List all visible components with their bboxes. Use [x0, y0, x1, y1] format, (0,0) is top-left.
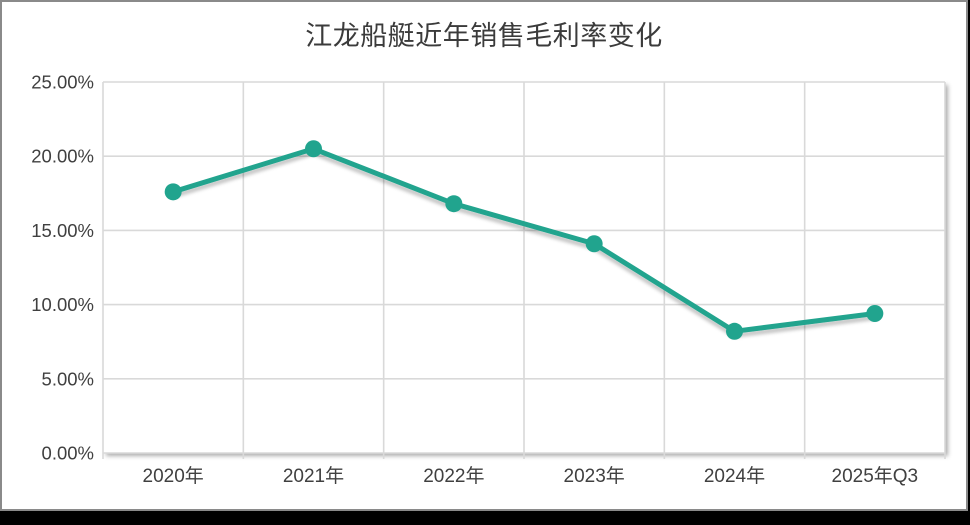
- data-point: [164, 183, 182, 201]
- x-axis-tick-label: 2022年: [423, 465, 484, 487]
- x-axis-tick-label: 2025年Q3: [832, 465, 919, 487]
- data-point: [585, 235, 603, 253]
- y-axis-tick-label: 15.00%: [31, 220, 94, 241]
- line-chart: 0.00% 5.00% 10.00% 15.00% 20.00% 25.00% 2020年 2…: [31, 72, 946, 487]
- data-point: [726, 322, 743, 340]
- x-axis-tick-label: 2021年: [283, 465, 344, 487]
- y-axis-tick-label: 0.00%: [42, 443, 94, 464]
- y-axis-tick-label: 20.00%: [31, 146, 94, 167]
- y-axis-tick-label: 25.00%: [31, 72, 94, 93]
- y-axis-tick-label: 5.00%: [42, 368, 94, 389]
- y-axis-tick-label: 10.00%: [31, 294, 94, 315]
- chart-card: 江龙船艇近年销售毛利率变化 0.00% 5.00% 10.00% 15.00% 20.0…: [0, 0, 968, 511]
- x-axis-tick-label: 2020年: [143, 465, 204, 487]
- data-point: [866, 305, 884, 323]
- data-point: [445, 195, 463, 213]
- chart-title: 江龙船艇近年销售毛利率变化: [305, 21, 663, 51]
- x-axis-tick-label: 2024年: [704, 465, 765, 487]
- data-point: [305, 140, 322, 158]
- series-line: [170, 146, 878, 334]
- x-axis-tick-label: 2023年: [564, 465, 625, 487]
